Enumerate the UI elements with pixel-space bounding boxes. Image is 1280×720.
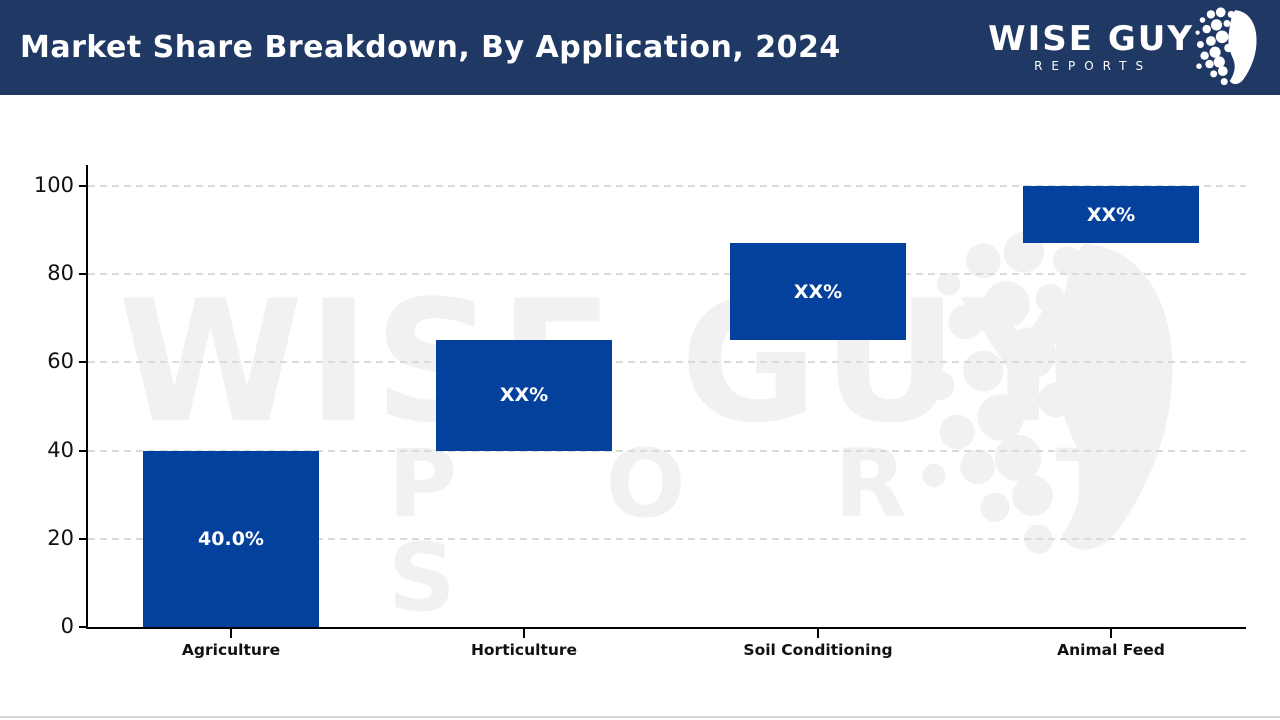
logo-subtitle: REPORTS [1034,59,1153,73]
watermark-dotted-head-icon [919,231,1173,554]
wise-guy-logo: WISE GUY REPORTS [988,6,1280,90]
x-axis-label: Agriculture [181,641,281,659]
gridline [88,537,1246,540]
x-tick [230,629,232,638]
y-axis-spine [86,165,88,629]
logo-text: WISE GUY REPORTS [988,22,1194,73]
y-tick [79,626,88,628]
gridline [88,361,1246,364]
x-tick [523,629,525,638]
y-tick-label: 80 [47,261,74,286]
x-axis-label: Horticulture [470,641,578,659]
y-tick [79,273,88,276]
y-tick-label: 40 [47,437,74,462]
gridline [88,185,1246,187]
header-bar: Market Share Breakdown, By Application, … [0,0,1280,95]
bottom-divider [0,716,1280,718]
y-tick [79,185,88,187]
page-title: Market Share Breakdown, By Application, … [20,30,841,65]
y-tick [79,361,88,364]
dotted-head-profile-icon [1195,6,1257,85]
x-axis-label: Soil Conditioning [743,641,893,659]
y-tick-label: 0 [60,614,74,638]
bar-segment: XX% [436,340,612,451]
bar-value-label: XX% [499,384,549,407]
y-tick-label: 60 [47,349,74,374]
bar-segment: XX% [730,243,906,341]
logo-wordmark: WISE GUY [988,19,1194,59]
bar-segment: 40.0% [143,450,319,627]
y-tick-label: 100 [33,173,74,197]
y-tick [79,449,88,452]
y-tick-label: 20 [47,525,74,550]
x-axis-spine [86,627,1246,629]
gridline [88,273,1246,276]
y-tick [79,537,88,540]
x-tick [1110,629,1112,638]
x-axis-label: Animal Feed [1057,641,1165,659]
bar-value-label: XX% [793,280,843,303]
bar-value-label: 40.0% [198,527,264,550]
bar-value-label: XX% [1086,203,1136,226]
x-tick [817,629,819,638]
bar-segment: XX% [1023,186,1199,244]
gridline [88,449,1246,452]
